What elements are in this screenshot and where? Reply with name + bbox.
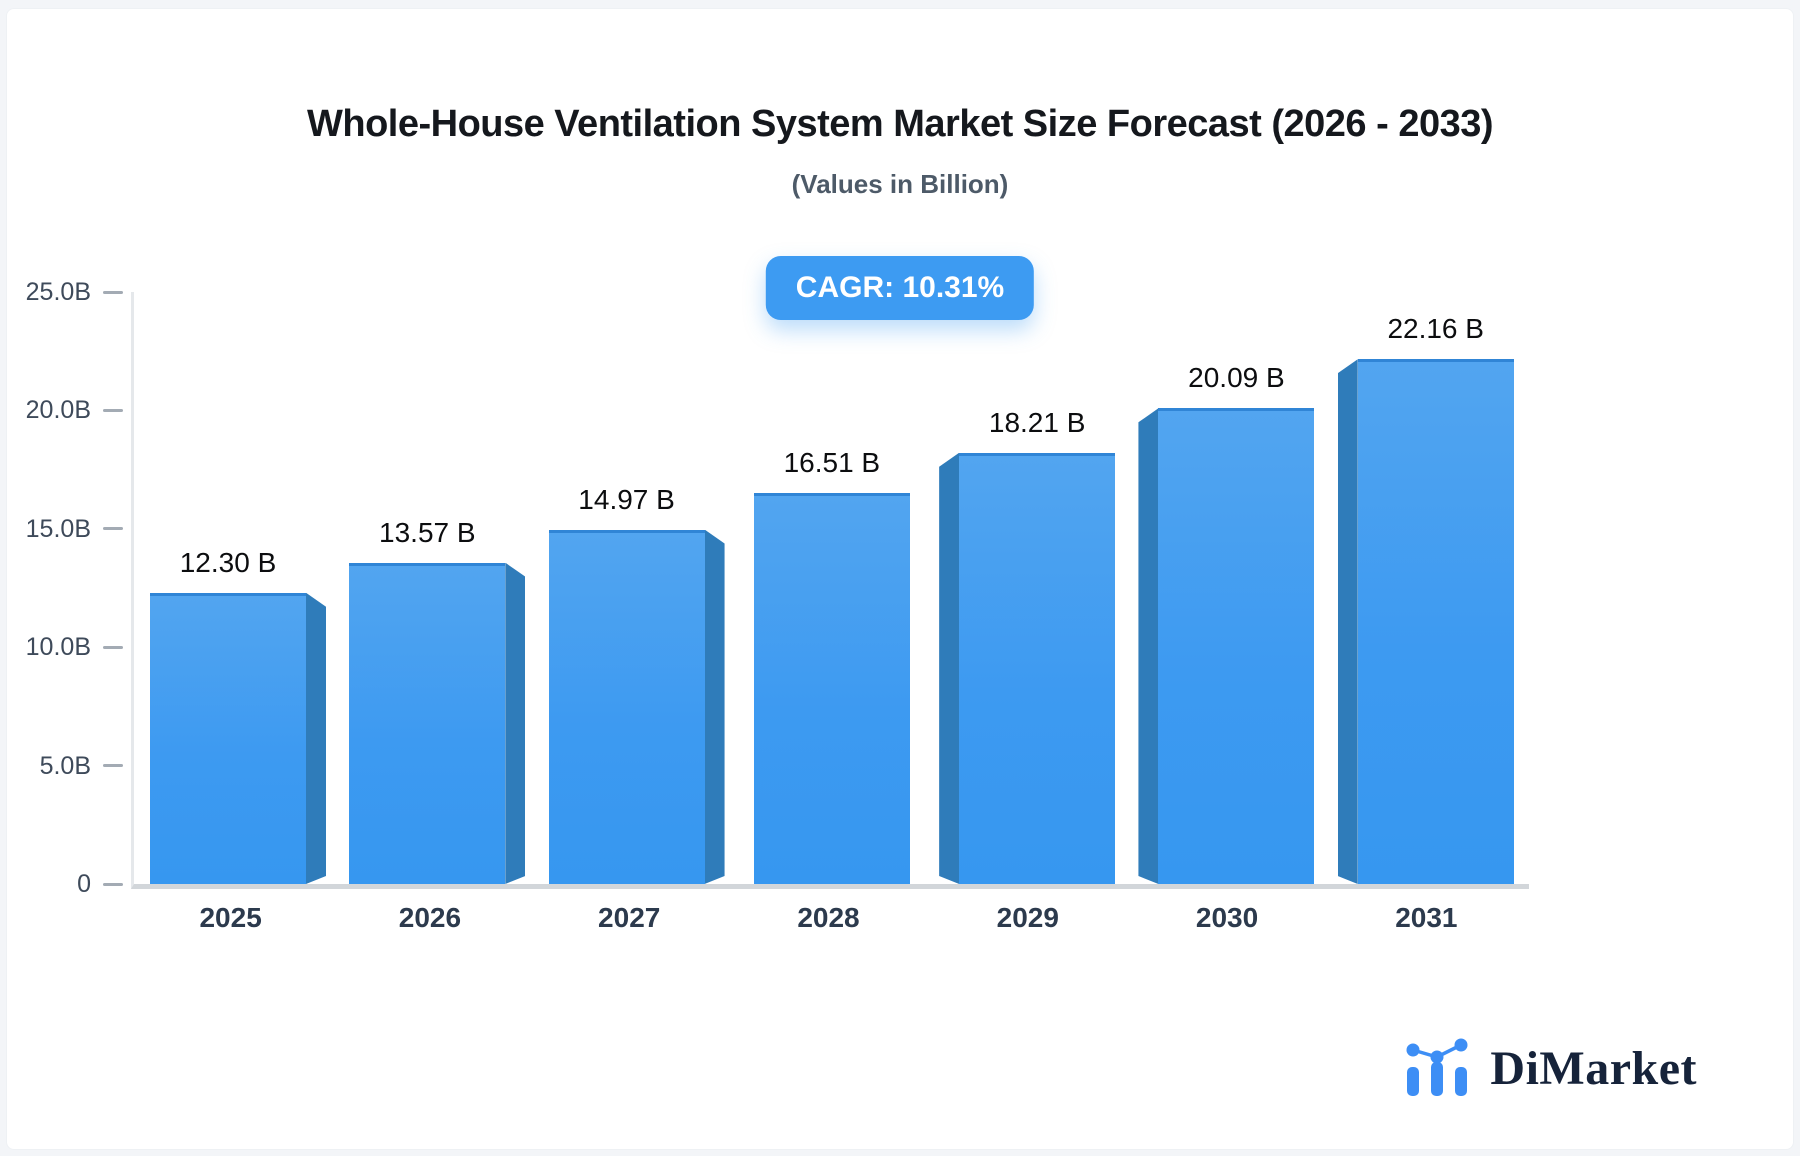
bar-group-2027: 14.97 B	[533, 484, 732, 884]
x-tick-label-2025: 2025	[199, 902, 262, 933]
chart-title: Whole-House Ventilation System Market Si…	[306, 103, 1494, 145]
y-tick-dash	[103, 645, 123, 649]
y-tick-label-0: 0	[77, 870, 91, 898]
y-tick-label-20.0B: 20.0B	[25, 396, 91, 425]
bar-3d-side-2027	[705, 530, 725, 884]
bar-face-2025	[150, 592, 306, 884]
plot-area: 12.30 B 13.57 B 14.97 B 16.51 B 18.21 B 20.09…	[131, 292, 1529, 889]
bar-value-label-2025: 12.30 B	[179, 546, 277, 578]
bar-3d-side-2025	[306, 593, 326, 884]
bar-group-2025: 12.30 B	[134, 547, 333, 884]
bar-group-2029: 18.21 B	[931, 407, 1130, 884]
bar-chart-logo-icon	[1404, 1037, 1476, 1099]
x-tick-label-2029: 2029	[996, 902, 1059, 933]
bar-value-label-2027: 14.97 B	[578, 483, 675, 515]
y-tick-dash	[103, 290, 123, 294]
bar-value-label-2029: 18.21 B	[988, 406, 1086, 438]
y-axis: 0 5.0B 10.0B 15.0B 20.0B 25.0B	[7, 278, 131, 898]
y-tick-dash	[103, 882, 123, 886]
x-tick-label-2026: 2026	[398, 902, 462, 933]
bar-face-2027	[548, 529, 705, 884]
y-tick-dash	[103, 764, 123, 768]
bar-group-2030: 20.09 B	[1130, 362, 1329, 884]
x-tick-label-2028: 2028	[797, 902, 860, 933]
chart-card: Whole-House Ventilation System Market Si…	[6, 8, 1794, 1150]
y-tick-label-25.0B: 25.0B	[25, 278, 91, 306]
bar-value-label-2031: 22.16 B	[1387, 313, 1484, 345]
bar-3d-side-2031	[1338, 359, 1358, 884]
logo-text: DiMarket	[1490, 1041, 1697, 1095]
bar-3d-side-2030	[1138, 408, 1158, 884]
bar-value-label-2026: 13.57 B	[379, 516, 476, 548]
y-tick-label-10.0B: 10.0B	[25, 633, 91, 662]
y-tick-label-5.0B: 5.0B	[39, 751, 91, 780]
bar-face-2030	[1158, 408, 1315, 884]
bar-group-2026: 13.57 B	[333, 517, 532, 884]
bar-value-label-2028: 16.51 B	[783, 447, 881, 479]
bar-3d-side-2029	[939, 453, 959, 884]
chart-subtitle: (Values in Billion)	[791, 169, 1009, 199]
cagr-badge: CAGR: 10.31%	[765, 256, 1035, 320]
bar-value-label-2030: 20.09 B	[1188, 362, 1285, 394]
bar-face-2029	[959, 452, 1116, 884]
x-tick-label-2031: 2031	[1395, 902, 1458, 933]
bar-face-2028	[753, 493, 910, 884]
bar-group-2031: 22.16 B	[1330, 313, 1529, 884]
y-tick-dash	[103, 408, 123, 412]
y-tick-label-15.0B: 15.0B	[25, 514, 91, 543]
brand-logo: DiMarket	[1404, 1037, 1697, 1099]
bar-face-2026	[349, 562, 506, 884]
x-tick-label-2027: 2027	[598, 902, 661, 933]
x-tick-label-2030: 2030	[1195, 902, 1259, 933]
bar-3d-side-2026	[505, 563, 525, 884]
x-axis-labels: 2025 2026 2027 2028 2029 2030 2031	[131, 902, 1526, 938]
y-tick-dash	[103, 527, 123, 531]
bar-face-2031	[1357, 359, 1514, 884]
bar-group-2028: 16.51 B	[732, 447, 931, 884]
